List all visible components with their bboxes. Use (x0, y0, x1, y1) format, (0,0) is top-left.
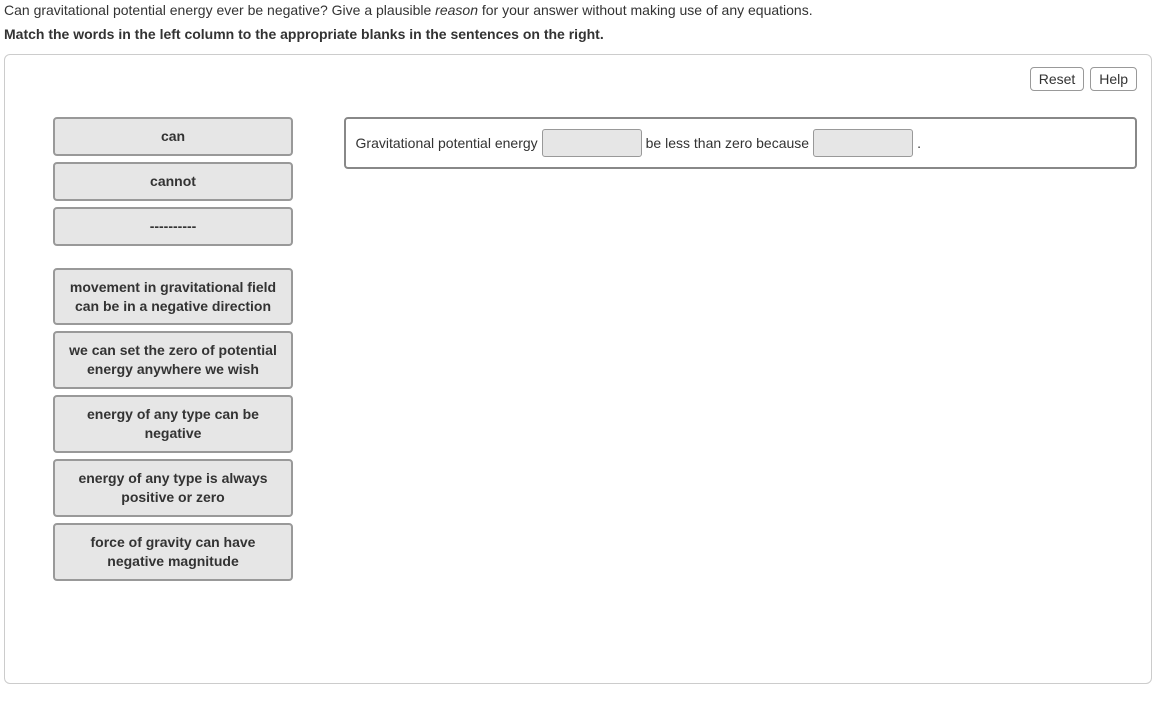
matching-instruction: Match the words in the left column to th… (4, 26, 1152, 42)
question-prompt: Can gravitational potential energy ever … (4, 2, 1152, 18)
drag-tile[interactable]: ---------- (53, 207, 293, 246)
drop-slot-1[interactable] (542, 129, 642, 157)
sentence-target: Gravitational potential energy be less t… (344, 117, 1137, 169)
panel-toolbar: Reset Help (19, 67, 1137, 91)
help-button[interactable]: Help (1090, 67, 1137, 91)
sentence-part: be less than zero because (646, 135, 809, 151)
drag-tile[interactable]: energy of any type can be negative (53, 395, 293, 453)
drag-tile[interactable]: we can set the zero of potential energy … (53, 331, 293, 389)
drag-tile[interactable]: cannot (53, 162, 293, 201)
drag-tile[interactable]: can (53, 117, 293, 156)
workspace: can cannot ---------- movement in gravit… (19, 117, 1137, 587)
word-bank: can cannot ---------- movement in gravit… (53, 117, 308, 587)
drop-slot-2[interactable] (813, 129, 913, 157)
sentence-part: Gravitational potential energy (356, 135, 538, 151)
question-text-post: for your answer without making use of an… (478, 2, 813, 18)
reset-button[interactable]: Reset (1030, 67, 1085, 91)
drag-tile[interactable]: force of gravity can have negative magni… (53, 523, 293, 581)
drag-tile[interactable]: energy of any type is always positive or… (53, 459, 293, 517)
question-text-italic: reason (435, 2, 478, 18)
drag-tile[interactable]: movement in gravitational field can be i… (53, 268, 293, 326)
question-text-pre: Can gravitational potential energy ever … (4, 2, 435, 18)
sentence-part: . (917, 135, 921, 151)
matching-panel: Reset Help can cannot ---------- movemen… (4, 54, 1152, 684)
